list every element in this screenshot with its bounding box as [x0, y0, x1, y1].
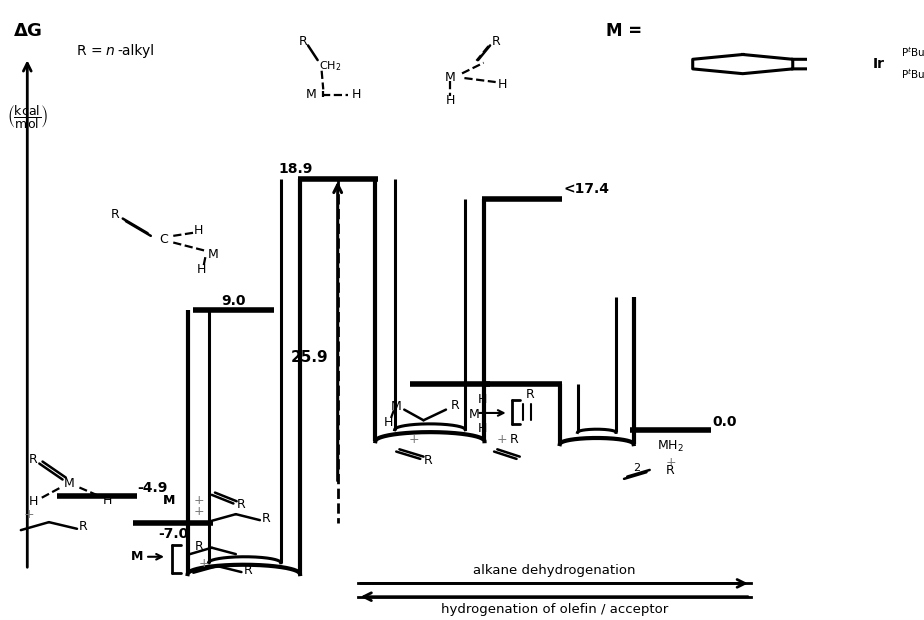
Text: R: R	[451, 399, 460, 412]
Text: 18.9: 18.9	[279, 162, 313, 176]
Text: -alkyl: -alkyl	[117, 44, 154, 58]
Text: M =: M =	[606, 22, 642, 40]
Text: R =: R =	[77, 44, 107, 58]
Text: R: R	[510, 433, 518, 446]
Text: C: C	[159, 232, 168, 246]
Text: H: H	[194, 224, 203, 237]
Text: 25.9: 25.9	[291, 350, 328, 365]
Text: R: R	[298, 35, 308, 48]
Text: M: M	[306, 88, 317, 101]
Text: +: +	[194, 505, 204, 518]
Text: <17.4: <17.4	[564, 182, 610, 197]
Text: R: R	[79, 520, 88, 533]
Text: M: M	[64, 477, 74, 490]
Text: H: H	[29, 495, 39, 508]
Text: M: M	[130, 551, 143, 563]
Text: M: M	[163, 494, 176, 507]
Text: H: H	[197, 263, 206, 276]
Text: CH$_2$: CH$_2$	[319, 59, 342, 73]
Text: H: H	[351, 88, 361, 101]
Text: R: R	[526, 388, 535, 401]
Text: n: n	[105, 44, 114, 58]
Text: R: R	[111, 208, 120, 221]
Text: H: H	[478, 422, 487, 435]
Text: M: M	[444, 71, 456, 84]
Text: -7.0: -7.0	[158, 527, 188, 541]
Text: $\left(\dfrac{\mathrm{kcal}}{\mathrm{mol}}\right)$: $\left(\dfrac{\mathrm{kcal}}{\mathrm{mol…	[6, 104, 48, 131]
Text: H: H	[497, 78, 506, 91]
Text: R: R	[666, 464, 675, 477]
Text: R: R	[492, 35, 500, 48]
Text: MH$_2$: MH$_2$	[657, 439, 684, 454]
Text: M: M	[208, 248, 219, 261]
Text: H: H	[478, 393, 487, 406]
Text: +: +	[194, 494, 204, 507]
Text: R: R	[244, 564, 252, 577]
Text: +: +	[408, 433, 419, 446]
Text: +: +	[24, 508, 34, 521]
Text: Ir: Ir	[872, 57, 884, 71]
Text: R: R	[261, 512, 271, 525]
Text: +: +	[665, 456, 675, 469]
Text: H: H	[445, 94, 455, 107]
Text: $\mathbf{\Delta G}$: $\mathbf{\Delta G}$	[13, 22, 42, 40]
Text: M: M	[164, 494, 175, 507]
Text: 2: 2	[633, 463, 640, 472]
Text: P$^t$Bu$_2$: P$^t$Bu$_2$	[901, 68, 924, 83]
Text: P$^t$Bu$_2$: P$^t$Bu$_2$	[901, 45, 924, 61]
Text: 9.0: 9.0	[221, 294, 246, 308]
Text: R: R	[237, 498, 246, 511]
Text: H: H	[383, 417, 393, 430]
Text: R: R	[195, 539, 203, 552]
Text: R: R	[29, 453, 37, 466]
Text: +: +	[199, 557, 209, 570]
Text: hydrogenation of olefin / acceptor: hydrogenation of olefin / acceptor	[441, 603, 668, 616]
Text: H: H	[103, 494, 112, 507]
Text: +: +	[497, 433, 507, 446]
Text: R: R	[424, 454, 432, 467]
Text: -4.9: -4.9	[137, 480, 167, 495]
Text: 0.0: 0.0	[712, 415, 736, 429]
Text: M: M	[391, 400, 402, 413]
Text: M: M	[468, 408, 480, 421]
Text: alkane dehydrogenation: alkane dehydrogenation	[473, 564, 636, 577]
